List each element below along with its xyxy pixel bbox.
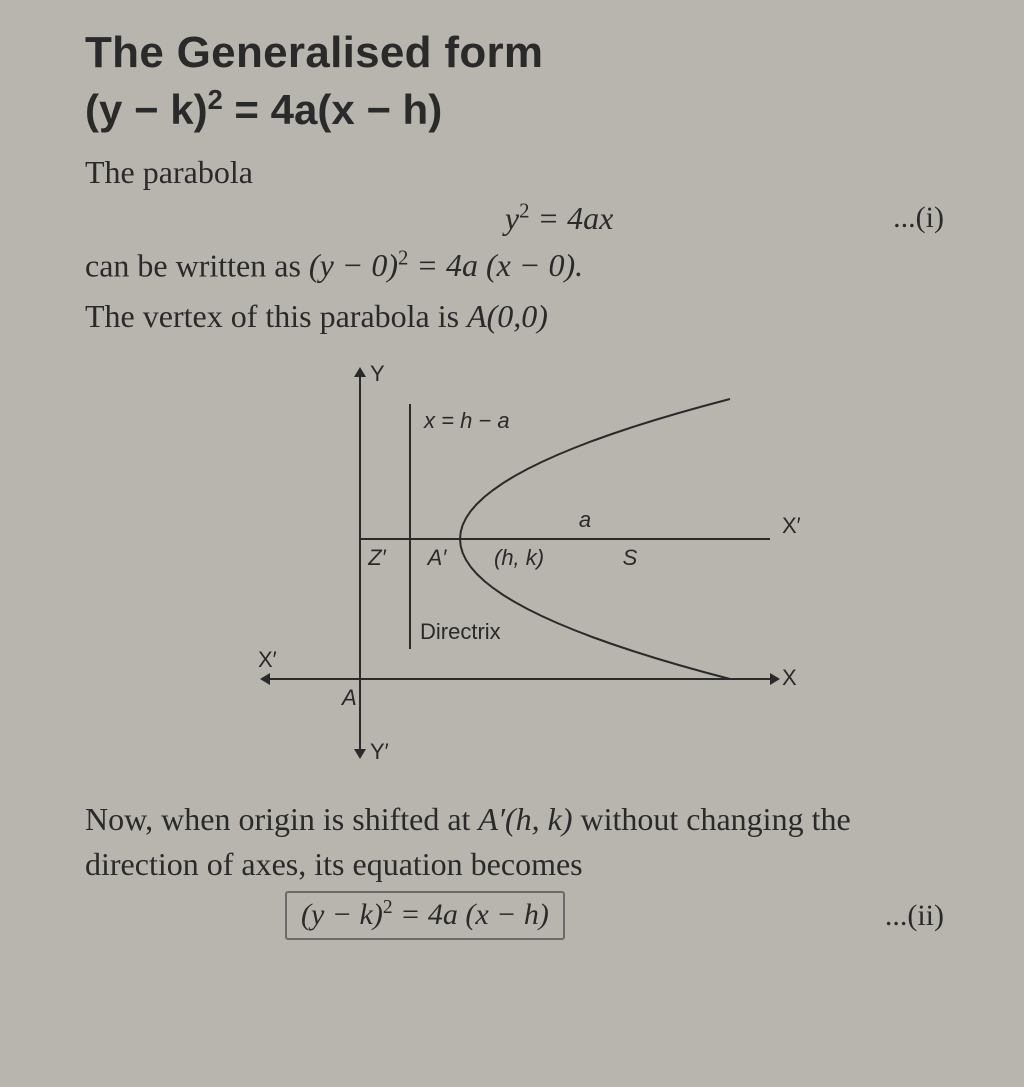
shift-line-1: Now, when origin is shifted at A′(h, k) … [85,801,954,838]
svg-text:S: S [622,545,637,570]
svg-text:A′: A′ [425,545,447,570]
equation-1: y2 = 4ax [85,199,893,237]
vertex-eq: A(0,0) [467,298,548,334]
svg-text:x = h − a: x = h − a [423,408,510,433]
vertex-pre: The vertex of this parabola is [85,298,467,334]
rewrite-eq: (y − 0)2 = 4a (x − 0). [309,247,583,283]
parabola-diagram: Y Y′ X′ X A X″ x = h − a Directrix Z′ A′ (h, k) Sa [85,349,954,779]
equation-2-tag: ...(ii) [885,899,944,933]
rewrite-line: can be written as (y − 0)2 = 4a (x − 0). [85,247,954,285]
section-title: The Generalised form [85,28,954,78]
equation-2-box: (y − k)2 = 4a (x − h) [285,891,565,940]
svg-text:A: A [340,685,357,710]
equation-row-2: (y − k)2 = 4a (x − h) ...(ii) [85,891,954,940]
svg-text:X′: X′ [258,647,277,672]
svg-text:X: X [782,665,797,690]
shift-eq: A′(h, k) [478,801,572,837]
shift-post: without changing the [580,801,850,837]
equation-row-1: y2 = 4ax ...(i) [85,199,954,237]
diagram-svg: Y Y′ X′ X A X″ x = h − a Directrix Z′ A′ (h, k) Sa [240,349,800,779]
svg-text:(h, k): (h, k) [494,545,544,570]
svg-text:X″: X″ [782,513,800,538]
vertex-line: The vertex of this parabola is A(0,0) [85,298,954,335]
svg-text:Y: Y [370,361,385,386]
rewrite-pre: can be written as [85,247,309,283]
shift-line-2: direction of axes, its equation becomes [85,846,954,883]
equation-1-tag: ...(i) [893,201,944,235]
svg-text:Y′: Y′ [370,739,389,764]
intro-text: The parabola [85,154,954,191]
svg-text:Directrix: Directrix [420,619,501,644]
title-equation: (y − k)2 = 4a(x − h) [85,84,954,134]
shift-pre: Now, when origin is shifted at [85,801,478,837]
svg-text:Z′: Z′ [367,545,386,570]
svg-text:a: a [578,507,590,532]
